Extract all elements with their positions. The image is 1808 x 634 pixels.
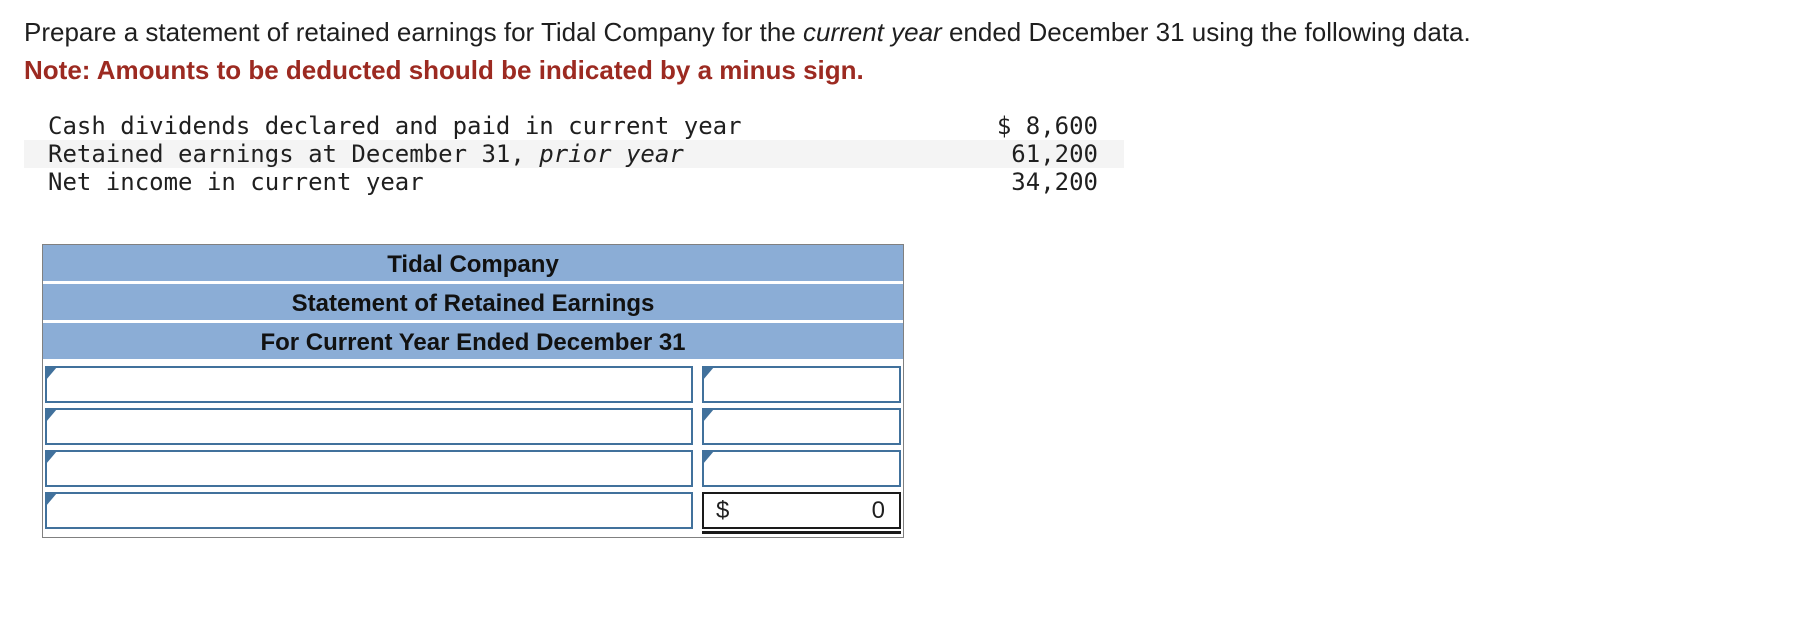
given-row-value: 61,200 (1011, 140, 1098, 168)
cell-marker-icon (46, 367, 57, 380)
currency-symbol: $ (716, 496, 730, 524)
statement-row (45, 450, 901, 487)
statement-row (45, 408, 901, 445)
instruction-text-post: ended December 31 using the following da… (941, 17, 1471, 47)
total-amount-cell: $ 0 (702, 492, 901, 534)
row2-amount-cell (702, 408, 901, 445)
given-row-value: $ 8,600 (996, 112, 1098, 140)
given-data-row: Retained earnings at December 31, prior … (24, 140, 1124, 168)
row2-description-input[interactable] (47, 410, 691, 443)
row1-description-input[interactable] (47, 368, 691, 401)
total-description-cell (45, 492, 693, 529)
row2-description-cell (45, 408, 693, 445)
row3-description-cell (45, 450, 693, 487)
double-underline (702, 531, 901, 534)
given-row-label: Retained earnings at December 31, prior … (48, 140, 684, 168)
statement-subtitle: Statement of Retained Earnings (43, 284, 903, 323)
statement-period: For Current Year Ended December 31 (43, 323, 903, 362)
row1-amount-cell (702, 366, 901, 403)
cell-marker-icon (46, 451, 57, 464)
statement-total-row: $ 0 (45, 492, 901, 534)
instruction-text: Prepare a statement of retained earnings… (24, 14, 1471, 50)
instruction-text-pre: Prepare a statement of retained earnings… (24, 17, 803, 47)
row1-amount-input[interactable] (704, 368, 899, 401)
instructions-block: Prepare a statement of retained earnings… (24, 14, 1471, 88)
cell-marker-icon (703, 409, 714, 422)
given-row-value: 34,200 (1011, 168, 1098, 196)
note-text: Note: Amounts to be deducted should be i… (24, 55, 864, 85)
statement-row (45, 366, 901, 403)
given-data-table: Cash dividends declared and paid in curr… (24, 112, 1124, 196)
given-row-label: Net income in current year (48, 168, 424, 196)
statement-table: Tidal Company Statement of Retained Earn… (42, 244, 904, 538)
total-description-input[interactable] (47, 494, 691, 527)
instruction-text-italic: current year (802, 17, 942, 47)
row3-amount-input[interactable] (704, 452, 899, 485)
statement-body: $ 0 (43, 362, 903, 537)
cell-marker-icon (703, 367, 714, 380)
cell-marker-icon (46, 409, 57, 422)
given-data-row: Cash dividends declared and paid in curr… (24, 112, 1124, 140)
row2-amount-input[interactable] (704, 410, 899, 443)
cell-marker-icon (46, 493, 57, 506)
given-data-row: Net income in current year 34,200 (24, 168, 1124, 196)
total-amount-value: 0 (871, 496, 885, 524)
row1-description-cell (45, 366, 693, 403)
statement-title: Tidal Company (43, 245, 903, 284)
row3-description-input[interactable] (47, 452, 691, 485)
cell-marker-icon (703, 451, 714, 464)
row3-amount-cell (702, 450, 901, 487)
given-row-label: Cash dividends declared and paid in curr… (48, 112, 742, 140)
